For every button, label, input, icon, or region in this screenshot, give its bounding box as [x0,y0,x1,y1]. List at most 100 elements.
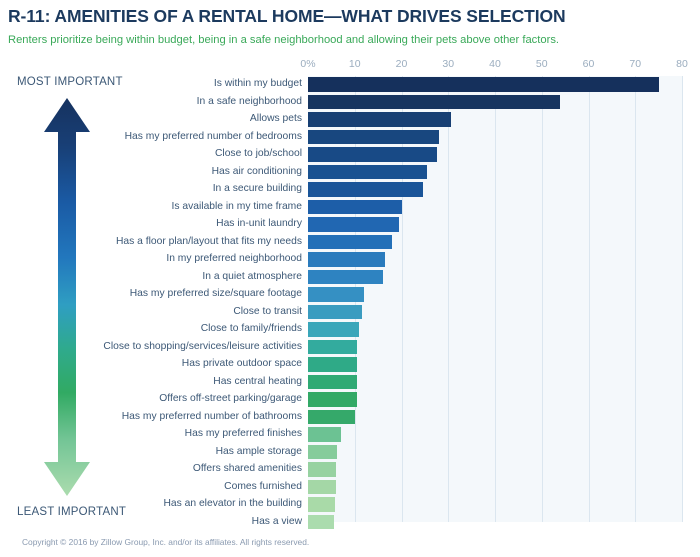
bar-row[interactable]: Offers shared amenities [0,461,700,479]
bar-row[interactable]: Has my preferred finishes [0,426,700,444]
bar[interactable] [308,444,338,459]
bar-category-label: Has in-unit laundry [216,218,302,229]
bar[interactable] [308,427,341,442]
bar-row[interactable]: In a secure building [0,181,700,199]
bar-row[interactable]: Close to transit [0,304,700,322]
bar-row[interactable]: Close to family/friends [0,321,700,339]
bar-row[interactable]: Has central heating [0,374,700,392]
bar-row[interactable]: In a quiet atmosphere [0,269,700,287]
bar[interactable] [308,252,386,267]
bar[interactable] [308,322,360,337]
bar-row[interactable]: In a safe neighborhood [0,94,700,112]
bar-row[interactable]: Has my preferred number of bedrooms [0,129,700,147]
bar-row[interactable]: Has a view [0,514,700,532]
least-important-label: LEAST IMPORTANT [17,506,127,518]
bar-row[interactable]: Is within my budget [0,76,700,94]
bar[interactable] [308,497,336,512]
bar-category-label: Close to job/school [214,148,302,159]
importance-axis: MOST IMPORTANT LEAST IMPORTANT [0,76,140,518]
gridline [635,76,637,522]
bar-category-label: Has my preferred finishes [184,428,302,439]
bar-row[interactable]: Is available in my time frame [0,199,700,217]
bar[interactable] [308,514,334,529]
bar-category-label: Allows pets [249,113,302,124]
bar[interactable] [308,392,358,407]
bar-category-label: Has a view [251,515,302,527]
bar-row[interactable]: Has ample storage [0,444,700,462]
bar[interactable] [308,234,393,249]
bar[interactable] [308,304,362,319]
bar-category-label: Offers shared amenities [192,463,302,474]
bar[interactable] [308,339,358,354]
gridline [448,76,450,522]
gridline [541,76,543,522]
bar[interactable] [308,409,355,424]
bar[interactable] [308,94,561,109]
bar-category-label: Has an elevator in the building [163,498,302,509]
bar-row[interactable]: Close to job/school [0,146,700,164]
x-axis-tick-0%: 0% [300,58,316,70]
bar-row[interactable]: Has my preferred number of bathrooms [0,409,700,427]
bar[interactable] [308,269,383,284]
gridline [588,76,590,522]
bar[interactable] [308,217,400,232]
bar[interactable] [308,374,358,389]
bar-category-label: Comes furnished [224,480,302,492]
page-title: R-11: AMENITIES OF A RENTAL HOME—WHAT DR… [8,6,566,26]
bar[interactable] [308,479,337,494]
bar-category-label: Has my preferred number of bathrooms [121,410,302,422]
bar[interactable] [308,77,659,92]
bar-category-label: Is within my budget [213,78,302,89]
bar-chart: 0% 10 20 30 40 50 60 70 80 Is within my budget In… [0,58,700,529]
x-axis-tick-labels: 0% 10 20 30 40 50 60 70 80 [0,58,700,74]
chart-header: R-11: AMENITIES OF A RENTAL HOME—WHAT DR… [8,6,692,46]
bar-category-label: Has air conditioning [211,165,302,177]
bar-row[interactable]: Has my preferred size/square footage [0,286,700,304]
bar[interactable] [308,147,437,162]
x-axis-tick-30: 30 [442,58,455,70]
bar-category-label: In a secure building [212,183,302,194]
bar-category-label: Close to family/friends [200,323,302,334]
most-important-label: MOST IMPORTANT [17,76,123,88]
bar-category-label: Is available in my time frame [171,200,302,212]
bar-row[interactable]: Close to shopping/services/leisure activ… [0,339,700,357]
bar-category-label: Offers off-street parking/garage [159,393,302,404]
bar-category-label: Close to transit [233,305,302,317]
bars-layer: Is within my budget In a safe neighborhoo… [0,76,700,529]
x-axis-tick-70: 70 [629,58,642,70]
x-axis-tick-10: 10 [348,58,361,70]
bar-row[interactable]: Has private outdoor space [0,356,700,374]
bar-category-label: Close to shopping/services/leisure activ… [103,340,302,352]
x-axis-tick-80: 80 [676,58,688,70]
x-axis-tick-60: 60 [582,58,595,70]
bar-row[interactable]: Has a floor plan/layout that fits my nee… [0,234,700,252]
bar-row[interactable]: Has in-unit laundry [0,216,700,234]
bar-row[interactable]: Has air conditioning [0,164,700,182]
bar-category-label: In a safe neighborhood [196,95,302,107]
bar[interactable] [308,112,451,127]
importance-gradient-arrow-icon [44,98,90,496]
bar-row[interactable]: Comes furnished [0,479,700,497]
bar[interactable] [308,182,423,197]
bar-category-label: Has central heating [213,375,302,387]
bar-category-label: Has private outdoor space [181,358,302,369]
bar-row[interactable]: In my preferred neighborhood [0,251,700,269]
bar[interactable] [308,199,402,214]
bar[interactable] [308,357,358,372]
chart-subtitle: Renters prioritize being within budget, … [8,34,560,46]
bar-category-label: Has my preferred number of bedrooms [124,130,302,142]
bar-row[interactable]: Has an elevator in the building [0,496,700,514]
bar[interactable] [308,462,337,477]
bar-row[interactable]: Offers off-street parking/garage [0,391,700,409]
bar-row[interactable]: Allows pets [0,111,700,129]
bar-category-label: In a quiet atmosphere [202,270,302,282]
bar-category-label: Has my preferred size/square footage [129,288,302,299]
bar-category-label: Has a floor plan/layout that fits my nee… [115,235,302,247]
x-axis-tick-40: 40 [489,58,501,70]
gridline [682,76,683,522]
bar[interactable] [308,287,365,302]
copyright-note: Copyright © 2016 by Zillow Group, Inc. a… [22,537,310,547]
bar[interactable] [308,129,439,144]
bar[interactable] [308,164,428,179]
gridline [495,76,496,522]
